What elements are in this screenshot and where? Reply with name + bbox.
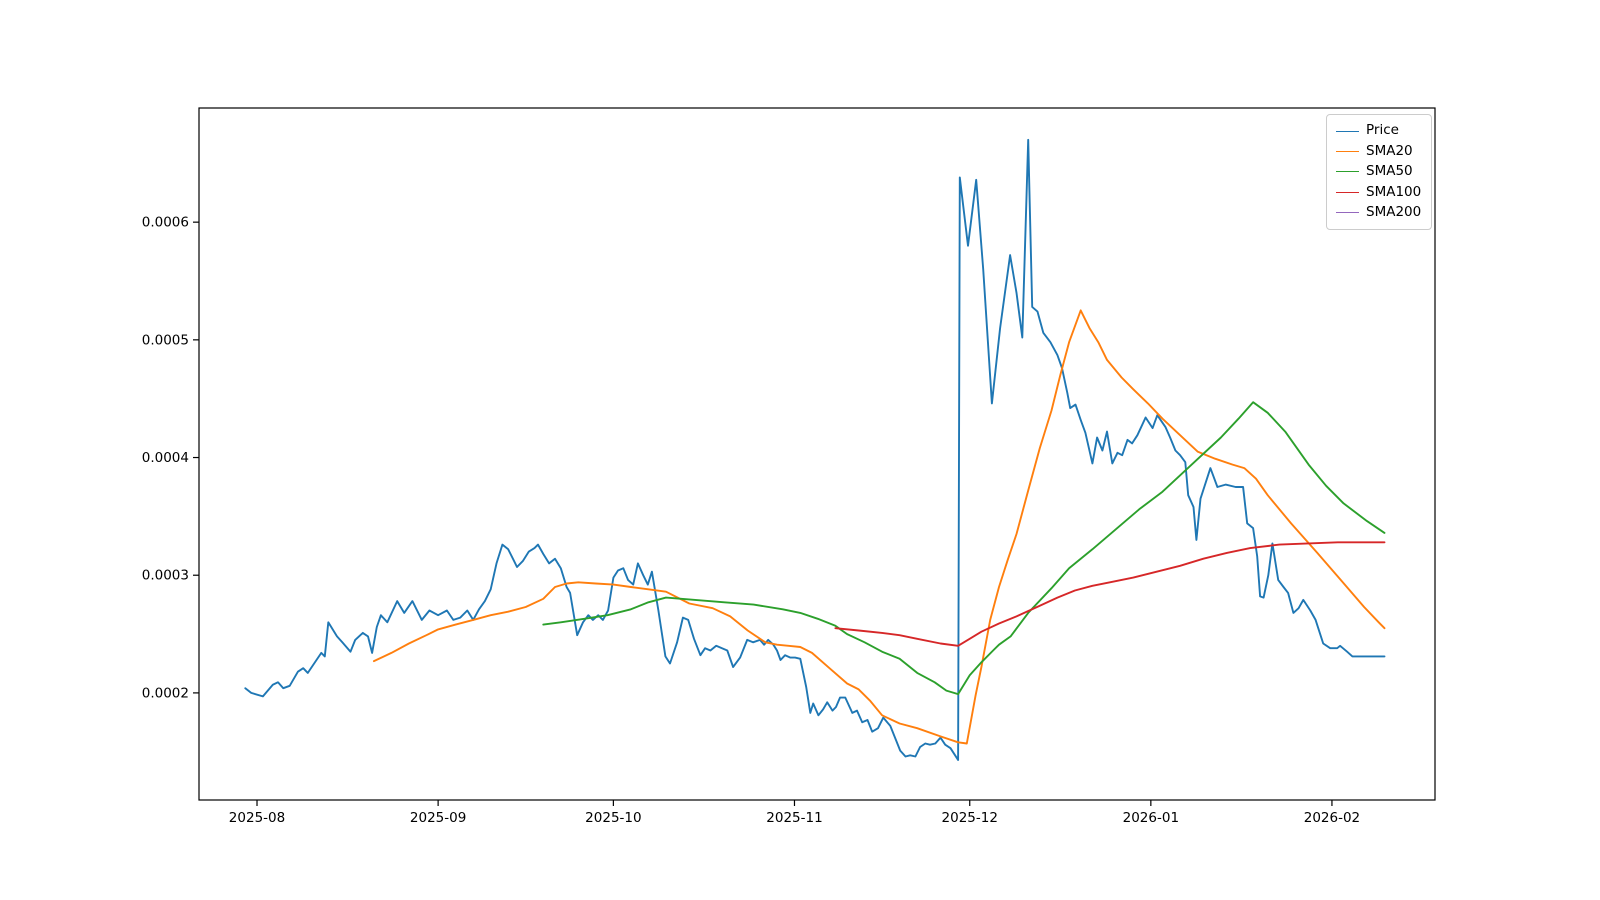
y-tick-label: 0.0003 [142,568,189,584]
series-line-sma20 [372,309,1386,745]
legend: Price SMA20 SMA50 SMA100 SMA200 [1326,114,1432,230]
x-tick-label: 2026-01 [1123,810,1179,826]
y-tick-label: 0.0004 [142,450,189,466]
legend-label: Price [1366,122,1399,139]
axes-spines [198,107,1436,801]
legend-line-sample-price [1336,130,1359,132]
x-tick-label: 2026-02 [1304,810,1360,826]
y-tick-label: 0.0006 [142,215,189,231]
legend-label: SMA200 [1366,204,1422,220]
legend-label: SMA20 [1366,142,1413,159]
legend-item-sma50: SMA50 [1336,162,1422,182]
legend-item-sma100: SMA100 [1336,182,1422,202]
x-tick-label: 2025-11 [766,810,822,826]
legend-label: SMA100 [1366,183,1422,200]
legend-line-sample-sma50 [1336,171,1359,173]
x-tick-label: 2025-08 [229,810,285,826]
x-tick-label: 2025-12 [942,810,998,826]
x-tick-label: 2025-09 [410,810,466,826]
y-tick-label: 0.0005 [142,332,189,348]
legend-line-sample-sma20 [1336,151,1359,153]
legend-item-sma200: SMA200 [1336,203,1422,223]
legend-line-sample-sma100 [1336,191,1359,193]
legend-item-price: Price [1336,121,1422,141]
series-line-sma50 [542,401,1386,696]
legend-label: SMA50 [1366,163,1413,180]
series-line-price [244,138,1386,761]
legend-item-sma20: SMA20 [1336,141,1422,161]
legend-line-sample-sma200 [1336,212,1359,214]
x-tick-label: 2025-10 [585,810,641,826]
series-line-sma100 [834,541,1386,647]
y-tick-label: 0.0002 [142,685,189,701]
